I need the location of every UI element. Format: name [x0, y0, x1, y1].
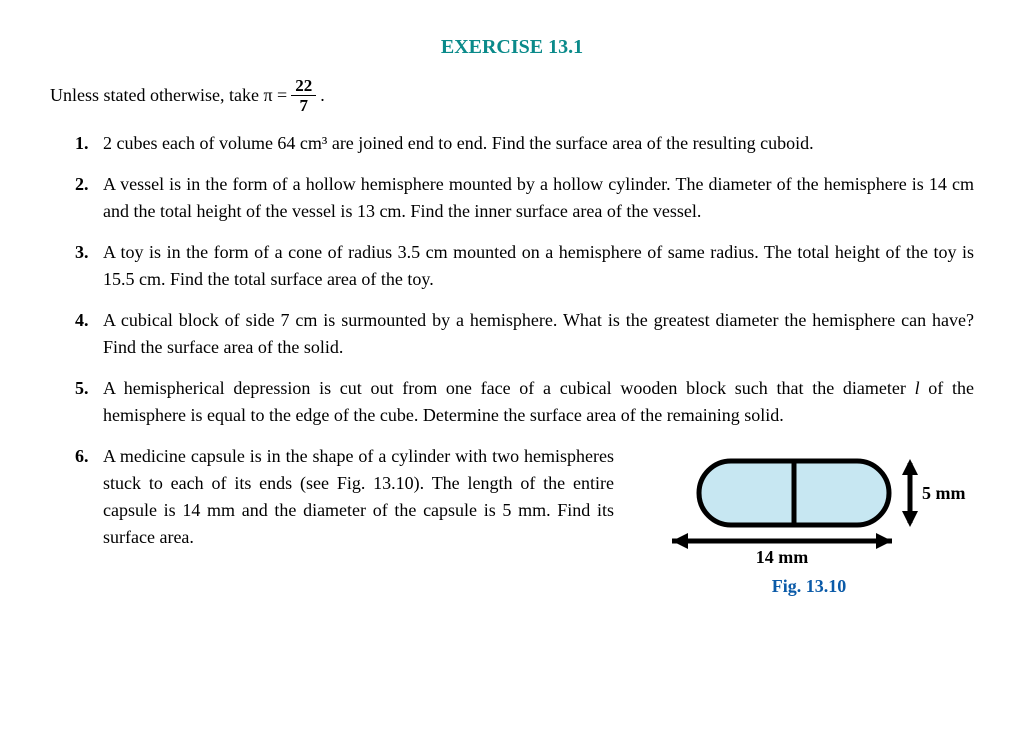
pi-fraction: 22 7: [291, 77, 316, 114]
problem-5: 5. A hemispherical depression is cut out…: [75, 375, 974, 429]
problem-number: 5.: [75, 375, 103, 429]
figure-capsule: 14 mm 5 mm Fig. 13.10: [644, 443, 974, 600]
page: EXERCISE 13.1 Unless stated otherwise, t…: [0, 0, 1024, 634]
problem-number: 6.: [75, 443, 103, 600]
problem-number: 4.: [75, 307, 103, 361]
problem-6-row: A medicine capsule is in the shape of a …: [103, 443, 974, 600]
capsule-shape: [699, 461, 889, 525]
figure-caption: Fig. 13.10: [644, 573, 974, 600]
intro-prefix: Unless stated otherwise, take π =: [50, 85, 287, 106]
width-dimension: 14 mm: [672, 533, 892, 567]
fraction-numerator: 22: [291, 77, 316, 96]
height-dimension: 5 mm: [902, 459, 966, 527]
problem-number: 2.: [75, 171, 103, 225]
problem-number: 3.: [75, 239, 103, 293]
width-label: 14 mm: [756, 547, 809, 567]
problem-2: 2. A vessel is in the form of a hollow h…: [75, 171, 974, 225]
height-label: 5 mm: [922, 483, 966, 503]
exercise-title: EXERCISE 13.1: [50, 36, 974, 59]
intro-suffix: .: [320, 85, 325, 106]
intro-line: Unless stated otherwise, take π = 22 7 .: [50, 77, 974, 114]
problem-list: 1. 2 cubes each of volume 64 cm³ are joi…: [75, 130, 974, 600]
problem-5-pre: A hemispherical depression is cut out fr…: [103, 378, 915, 398]
problem-text: 2 cubes each of volume 64 cm³ are joined…: [103, 130, 974, 157]
problem-text: A cubical block of side 7 cm is surmount…: [103, 307, 974, 361]
problem-6: 6. A medicine capsule is in the shape of…: [75, 443, 974, 600]
problem-text: A vessel is in the form of a hollow hemi…: [103, 171, 974, 225]
capsule-svg: 14 mm 5 mm: [644, 447, 974, 567]
problem-text: A toy is in the form of a cone of radius…: [103, 239, 974, 293]
problem-text: A medicine capsule is in the shape of a …: [103, 443, 614, 551]
problem-1: 1. 2 cubes each of volume 64 cm³ are joi…: [75, 130, 974, 157]
problem-3: 3. A toy is in the form of a cone of rad…: [75, 239, 974, 293]
fraction-denominator: 7: [295, 96, 312, 114]
problem-4: 4. A cubical block of side 7 cm is surmo…: [75, 307, 974, 361]
problem-number: 1.: [75, 130, 103, 157]
problem-text: A hemispherical depression is cut out fr…: [103, 375, 974, 429]
